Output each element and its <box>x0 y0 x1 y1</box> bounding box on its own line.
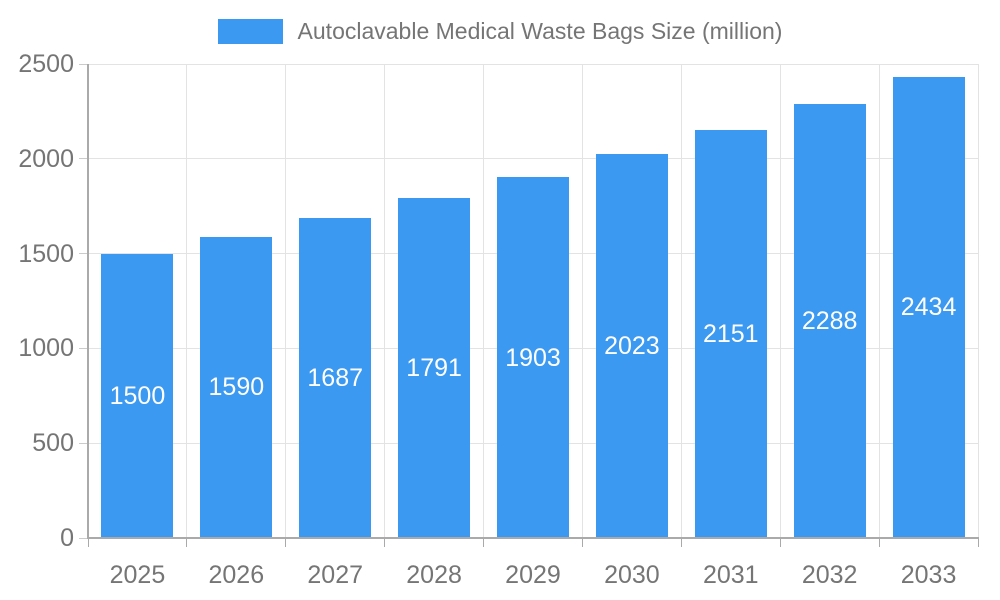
bar-value-label: 1590 <box>208 373 265 402</box>
x-axis-tick <box>285 538 287 547</box>
bar-value-label: 1500 <box>109 381 166 410</box>
y-axis-line <box>87 64 89 539</box>
x-axis-label: 2031 <box>702 561 759 589</box>
y-axis-label: 2500 <box>18 50 74 78</box>
y-axis-label: 0 <box>60 524 74 552</box>
bar[interactable] <box>299 218 372 538</box>
x-gridline <box>977 64 979 538</box>
x-axis-line <box>87 537 979 539</box>
bar[interactable] <box>101 253 174 538</box>
legend-swatch-icon <box>217 18 283 44</box>
bar-value-label: 1903 <box>505 343 561 372</box>
y-axis-label: 2000 <box>18 144 74 173</box>
x-axis-tick <box>680 538 682 547</box>
legend-series-label: Autoclavable Medical Waste Bags Size (mi… <box>297 17 783 44</box>
bar[interactable] <box>793 104 866 538</box>
bar[interactable] <box>694 130 767 538</box>
x-axis-label: 2032 <box>801 561 858 589</box>
bar-value-label: 2434 <box>900 293 957 322</box>
y-axis-tick <box>79 442 88 444</box>
y-axis-tick <box>79 537 88 539</box>
bar[interactable] <box>398 198 471 538</box>
x-axis-tick <box>581 538 583 547</box>
x-gridline <box>779 64 781 538</box>
x-axis-label: 2025 <box>109 561 166 589</box>
bar-value-label: 2023 <box>604 332 660 361</box>
bar-value-label: 1687 <box>307 364 364 393</box>
legend[interactable]: Autoclavable Medical Waste Bags Size (mi… <box>0 15 1000 47</box>
bar-value-label: 1791 <box>406 354 462 383</box>
x-axis-tick <box>977 538 979 547</box>
x-gridline <box>878 64 880 538</box>
y-gridline <box>88 63 978 65</box>
y-axis-label: 500 <box>32 429 74 458</box>
bar-value-label: 2288 <box>801 307 858 336</box>
x-gridline <box>483 64 485 538</box>
x-axis-label: 2027 <box>307 561 364 589</box>
bar[interactable] <box>892 76 965 538</box>
bar[interactable] <box>595 154 668 538</box>
x-axis-label: 2026 <box>208 561 265 589</box>
bar-value-label: 2151 <box>702 320 759 349</box>
x-axis-tick <box>878 538 880 547</box>
x-gridline <box>384 64 386 538</box>
bar[interactable] <box>200 236 273 538</box>
x-axis-label: 2030 <box>604 561 660 589</box>
y-axis-label: 1500 <box>18 239 74 268</box>
y-axis-label: 1000 <box>18 334 74 363</box>
x-gridline <box>186 64 188 538</box>
y-gridline <box>88 158 978 160</box>
x-axis-tick <box>483 538 485 547</box>
bar[interactable] <box>497 177 569 538</box>
x-gridline <box>680 64 682 538</box>
x-gridline <box>285 64 287 538</box>
y-axis-tick <box>79 158 88 160</box>
y-axis-tick <box>79 63 88 65</box>
y-axis-tick <box>79 347 88 349</box>
x-axis-tick <box>779 538 781 547</box>
x-gridline <box>581 64 583 538</box>
x-axis-label: 2033 <box>900 561 957 589</box>
x-axis-tick <box>186 538 188 547</box>
x-axis-tick <box>384 538 386 547</box>
x-axis-label: 2028 <box>406 561 462 589</box>
x-axis-tick <box>87 538 89 547</box>
x-axis-label: 2029 <box>505 561 561 589</box>
y-axis-tick <box>79 253 88 255</box>
